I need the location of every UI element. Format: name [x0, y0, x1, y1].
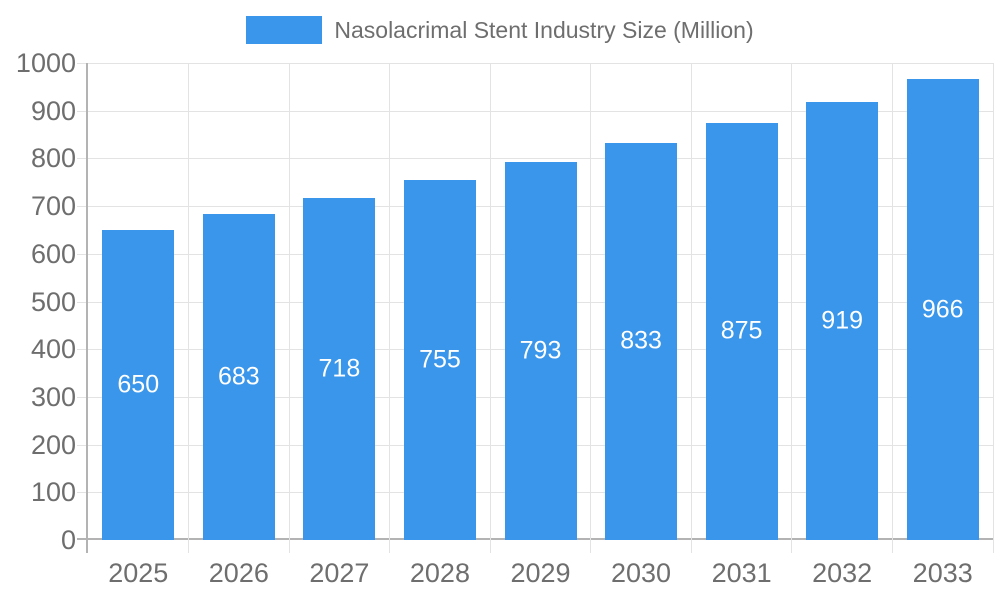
gridline-v: [992, 63, 994, 553]
bar-value-label: 650: [117, 370, 160, 399]
x-tick-label: 2032: [812, 558, 873, 588]
bar-value-label: 833: [620, 326, 662, 355]
y-tick-label: 700: [30, 191, 76, 222]
y-tick-label: 300: [30, 381, 76, 412]
bar-value-label: 755: [419, 345, 461, 374]
bar-2033[interactable]: 966: [906, 79, 979, 540]
plot-area: 0 100 200 300 400 500 600 700 800 900 1000 650 2025 6…: [16, 48, 994, 588]
y-tick-label: 200: [30, 429, 76, 460]
gridline-h: [77, 63, 993, 64]
y-axis-line: [86, 63, 88, 553]
bar-value-label: 718: [318, 354, 361, 383]
gridline-v: [590, 63, 592, 553]
bar-value-label: 966: [921, 295, 964, 324]
gridline-v: [891, 63, 893, 553]
y-tick-label: 1000: [15, 48, 76, 78]
gridline-v: [389, 63, 391, 553]
y-tick-label: 100: [30, 477, 76, 508]
y-tick-label: 600: [30, 238, 76, 269]
x-tick-label: 2027: [309, 558, 370, 588]
bar-2030[interactable]: 833: [605, 142, 678, 540]
bar-2029[interactable]: 793: [504, 161, 577, 540]
y-tick-label: 500: [30, 286, 76, 317]
y-tick-label: 400: [30, 334, 76, 365]
bar-value-label: 793: [519, 336, 562, 365]
y-tick-label: 0: [60, 525, 76, 555]
bar-2026[interactable]: 683: [202, 214, 275, 540]
x-tick-label: 2030: [611, 558, 672, 588]
x-tick-label: 2026: [208, 558, 269, 588]
bar-value-label: 875: [720, 316, 763, 345]
gridline-v: [288, 63, 290, 553]
bar-2031[interactable]: 875: [705, 122, 778, 540]
x-tick-label: 2033: [912, 558, 973, 588]
gridline-h: [77, 158, 993, 160]
x-tick-label: 2028: [409, 558, 470, 588]
gridline-v: [690, 63, 692, 553]
gridline-v: [791, 63, 793, 553]
bar-2028[interactable]: 755: [403, 179, 476, 540]
bar-value-label: 919: [821, 306, 864, 335]
legend-swatch-icon: [246, 16, 323, 44]
y-tick-label: 800: [30, 143, 76, 174]
y-tick-label: 900: [30, 95, 76, 126]
gridline-h: [77, 110, 993, 112]
x-tick-label: 2031: [711, 558, 772, 588]
bar-value-label: 683: [217, 362, 260, 391]
legend-label: Nasolacrimal Stent Industry Size (Millio…: [334, 16, 754, 43]
gridline-v: [188, 63, 190, 553]
bar-2032[interactable]: 919: [806, 101, 879, 540]
bar-2027[interactable]: 718: [303, 197, 376, 540]
bar-2025[interactable]: 650: [102, 229, 175, 540]
x-tick-label: 2029: [510, 558, 571, 588]
chart-legend[interactable]: Nasolacrimal Stent Industry Size (Millio…: [0, 16, 1000, 44]
x-tick-label: 2025: [108, 558, 169, 588]
gridline-v: [489, 63, 491, 553]
